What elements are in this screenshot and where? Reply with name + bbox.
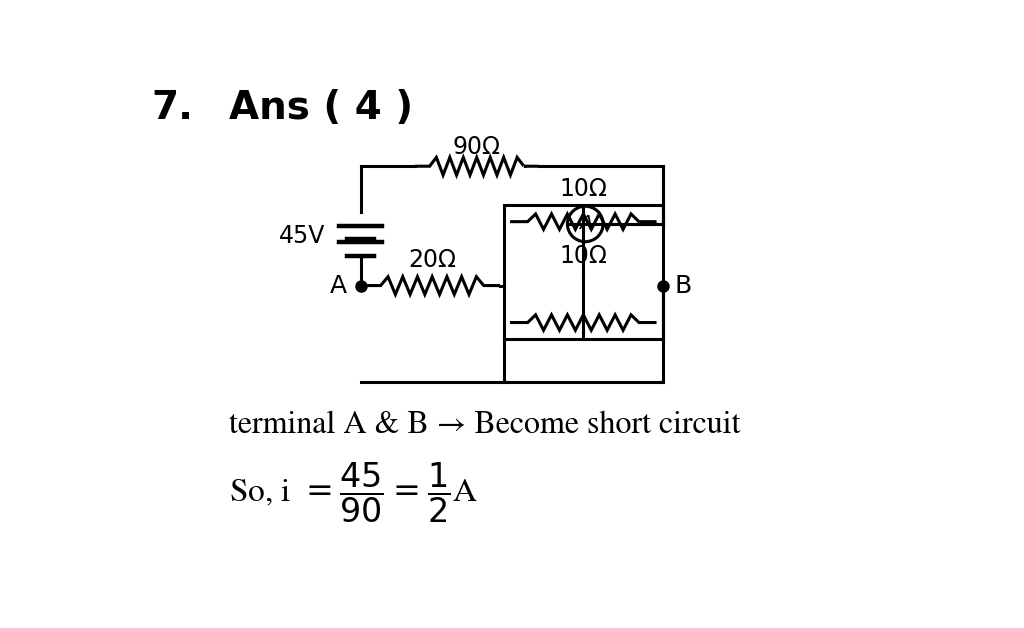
Text: 7.: 7. xyxy=(152,89,194,127)
Text: So, i $= \dfrac{45}{90} = \dfrac{1}{2}$A: So, i $= \dfrac{45}{90} = \dfrac{1}{2}$A xyxy=(228,460,478,525)
Text: 20Ω: 20Ω xyxy=(409,249,456,273)
Bar xyxy=(504,205,663,340)
Text: terminal A & B → Become short circuit: terminal A & B → Become short circuit xyxy=(228,411,740,440)
Text: 90Ω: 90Ω xyxy=(453,134,501,158)
Text: 10Ω: 10Ω xyxy=(559,244,607,268)
Text: 45V: 45V xyxy=(280,224,326,247)
Text: Ans ( 4 ): Ans ( 4 ) xyxy=(228,89,413,127)
Text: A: A xyxy=(579,215,592,234)
Text: B: B xyxy=(675,274,691,298)
Text: A: A xyxy=(330,274,346,298)
Text: 10Ω: 10Ω xyxy=(559,177,607,201)
